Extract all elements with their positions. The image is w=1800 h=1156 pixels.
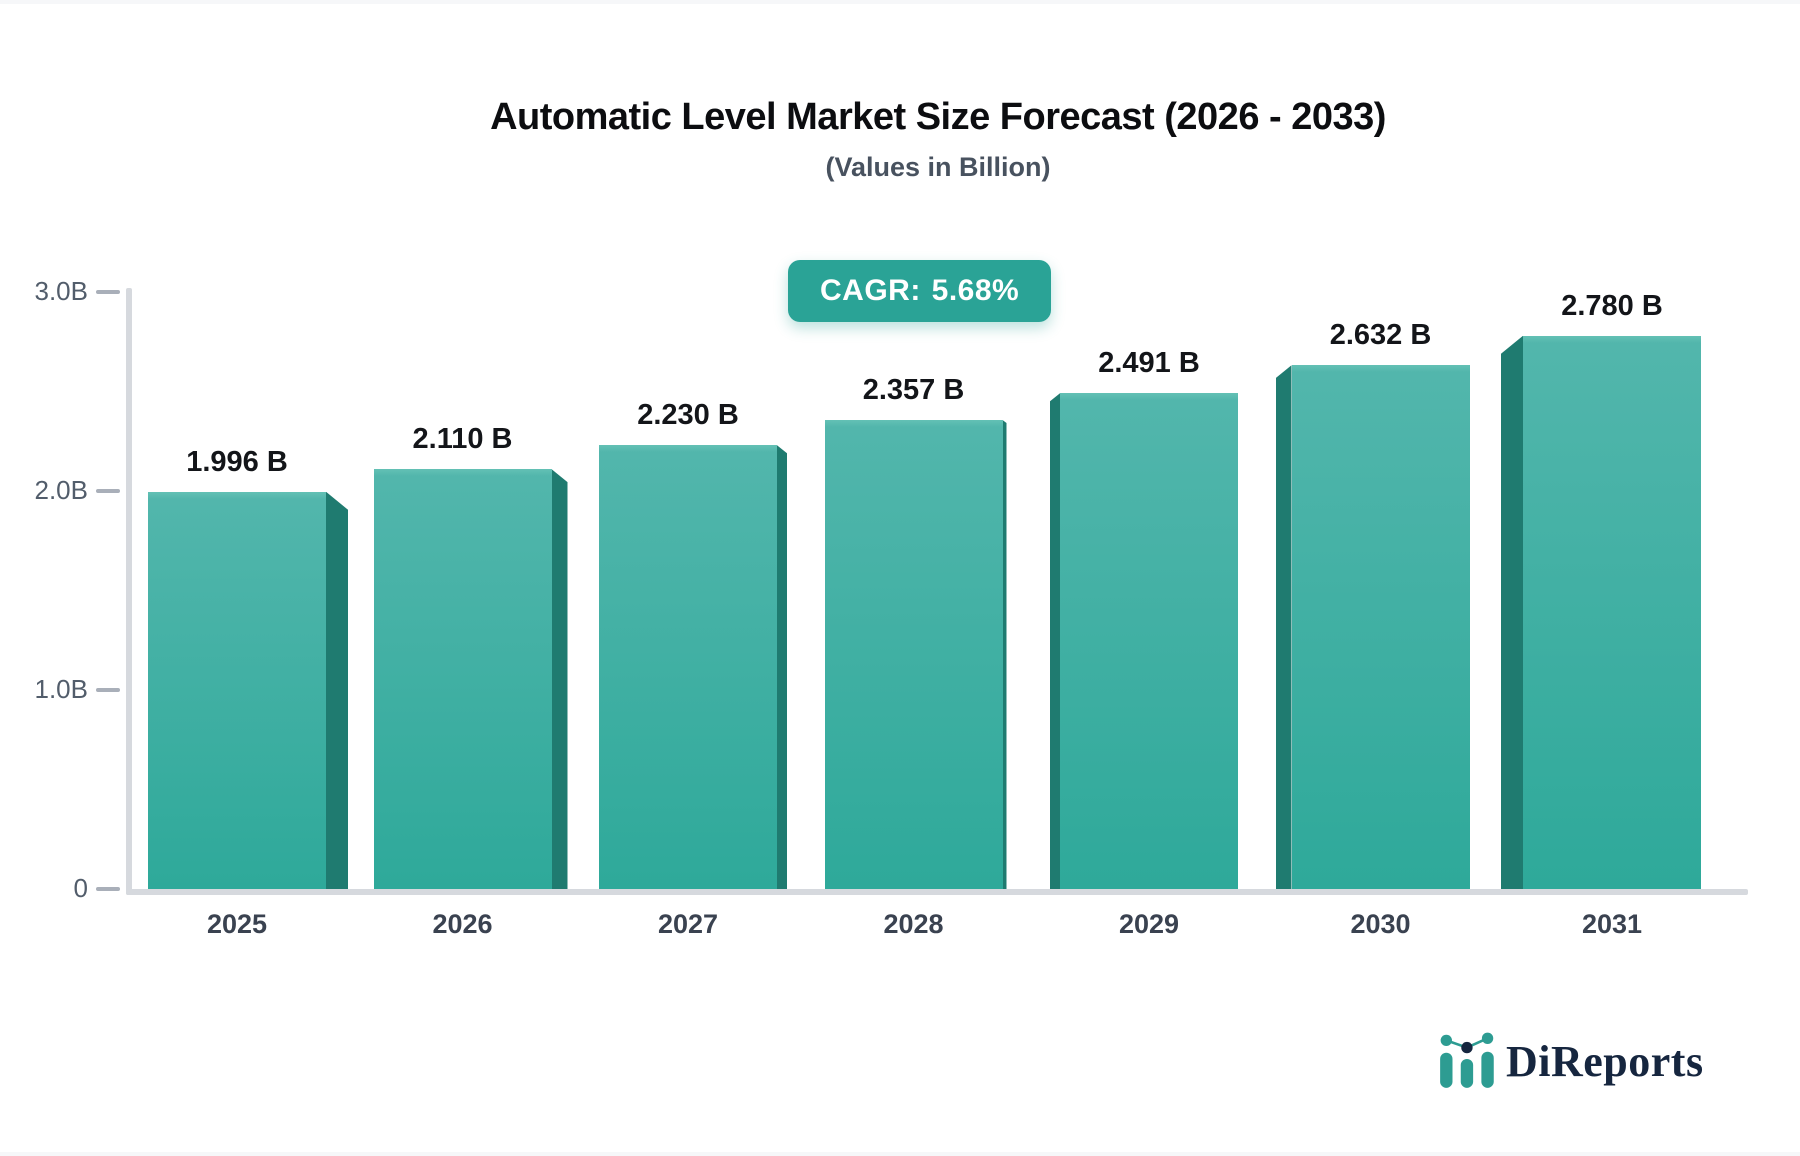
- mini-bar-chart-logo-icon: [1440, 1032, 1494, 1088]
- bar-2026: [373, 469, 552, 889]
- bar-2027: [599, 445, 777, 889]
- bar-value-label: 2.110 B: [412, 423, 513, 456]
- y-tick-label: 1.0B: [34, 674, 89, 704]
- x-axis-label-2029: 2029: [1118, 909, 1180, 939]
- y-tick-mark: [96, 887, 120, 891]
- bar-side-2027: [777, 445, 787, 889]
- x-axis-label-2027: 2027: [657, 909, 719, 939]
- x-axis-label-2031: 2031: [1581, 909, 1643, 939]
- cagr-badge: CAGR: 5.68%: [788, 260, 1052, 322]
- bar-side-2030: [1275, 365, 1292, 889]
- y-axis-line: [126, 288, 132, 895]
- y-tick-label: 0: [73, 873, 88, 903]
- bar-value-label: 2.230 B: [637, 399, 739, 432]
- bar-value-label: 2.780 B: [1561, 289, 1663, 322]
- page-title: Automatic Level Market Size Forecast (20…: [490, 96, 1386, 138]
- y-tick-mark: [96, 489, 120, 493]
- y-tick-label: 3.0B: [34, 276, 89, 306]
- bar-value-label: 2.357 B: [862, 373, 965, 406]
- x-axis-label-2030: 2030: [1350, 909, 1411, 939]
- y-tick-label: 2.0B: [34, 475, 89, 505]
- x-axis-label-2028: 2028: [883, 909, 944, 939]
- bar-value-label: 2.491 B: [1098, 347, 1200, 380]
- bar-side-2026: [551, 469, 568, 889]
- x-axis-label-2025: 2025: [206, 909, 268, 939]
- y-tick-mark: [96, 290, 120, 294]
- direports-logo: DiReports: [1436, 1030, 1704, 1092]
- bar-value-label: 2.632 B: [1329, 319, 1432, 352]
- page-subtitle: (Values in Billion): [825, 152, 1051, 182]
- bar-2030: [1291, 365, 1470, 889]
- x-axis-label-2026: 2026: [432, 909, 493, 939]
- bar-side-2028: [1002, 419, 1007, 889]
- bar-2025: [148, 491, 326, 889]
- bar-side-2025: [326, 491, 348, 889]
- bar-value-label: 1.996 B: [186, 445, 288, 478]
- bar-2028: [824, 419, 1003, 889]
- y-tick-mark: [96, 688, 120, 692]
- bar-side-2029: [1050, 393, 1060, 889]
- bar-chart-plot-area: 0 1.0B 2.0B 3.0B 1.996 B 2025 2.110 B 2026 2.230…: [0, 4, 1800, 1152]
- logo-brand-text: DiReports: [1506, 1036, 1704, 1086]
- bar-2031: [1523, 335, 1701, 889]
- bar-side-2031: [1501, 335, 1523, 889]
- x-axis-baseline: [126, 889, 1748, 895]
- bar-2029: [1060, 393, 1238, 889]
